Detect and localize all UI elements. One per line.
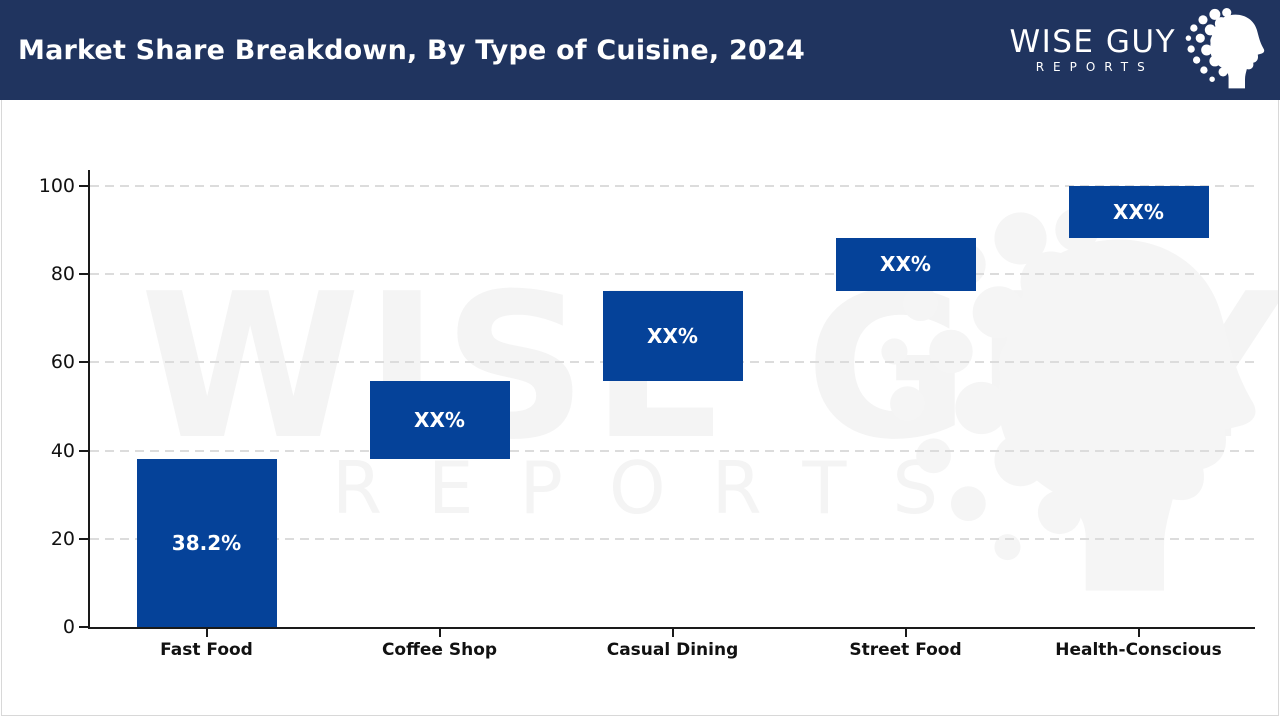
category-slot: 38.2% Fast Food [90,170,323,660]
gridline-80 [90,273,1255,276]
y-tick-mark [79,273,88,276]
logo-text: WISE GUY REPORTS [1009,26,1176,75]
gridline-40 [90,449,1255,452]
header-bar: Market Share Breakdown, By Type of Cuisi… [0,0,1280,100]
page-title: Market Share Breakdown, By Type of Cuisi… [18,34,805,66]
waterfall-chart: 0 20 40 60 80 100 38.2% Fast Food XX% Coffee Sho… [39,170,1255,660]
category-slot: XX% Coffee Shop [323,170,556,660]
x-axis-label: Health-Conscious [1055,640,1222,660]
y-tick-mark [79,626,88,628]
y-tick-label: 100 [38,175,75,197]
logo-wordmark: WISE GUY [1009,23,1176,60]
y-tick-label: 60 [50,351,75,374]
y-tick-label: 80 [50,263,75,286]
y-tick-mark [79,185,88,187]
gridline-20 [90,537,1255,540]
chart-card: WISE GUY REPORTS 0 20 40 60 80 100 38.2% Fast … [1,100,1279,716]
category-slot: XX% Health-Conscious [1022,170,1255,660]
bar-value-label: 38.2% [171,530,242,555]
y-tick-label: 40 [50,439,75,462]
gridline-100 [90,185,1255,187]
bar-value-label: XX% [880,252,931,277]
y-axis-line [88,170,90,629]
bar-value-label: XX% [647,323,698,348]
x-tick-mark [1137,629,1140,637]
y-tick-mark [79,537,88,540]
y-tick-mark [79,449,88,452]
x-axis-line [88,627,1255,629]
y-tick-label: 0 [62,616,75,638]
y-tick-mark [79,361,88,364]
y-tick-label: 20 [50,527,75,550]
x-tick-mark [438,629,441,637]
logo-face-icon [1185,8,1265,89]
category-slot: XX% Street Food [789,170,1022,660]
x-tick-mark [205,629,208,637]
x-axis-label: Casual Dining [606,640,739,660]
category-slot: XX% Casual Dining [556,170,789,660]
x-tick-mark [904,629,907,637]
waterfall-bar: XX% [602,290,743,381]
x-axis-label: Street Food [849,640,962,660]
waterfall-bar: XX% [835,238,976,291]
wise-guy-logo: WISE GUY REPORTS [1009,8,1266,92]
bar-value-label: XX% [1113,200,1164,225]
waterfall-bar: 38.2% [136,458,277,627]
bar-series: 38.2% Fast Food XX% Coffee Shop XX% Casual Di… [90,170,1255,660]
waterfall-bar: XX% [369,380,510,459]
logo-subtitle: REPORTS [1035,60,1154,75]
x-axis-label: Coffee Shop [381,640,498,660]
x-tick-mark [671,629,674,637]
bar-value-label: XX% [414,407,465,432]
x-axis-label: Fast Food [160,640,253,660]
waterfall-bar: XX% [1068,186,1209,239]
